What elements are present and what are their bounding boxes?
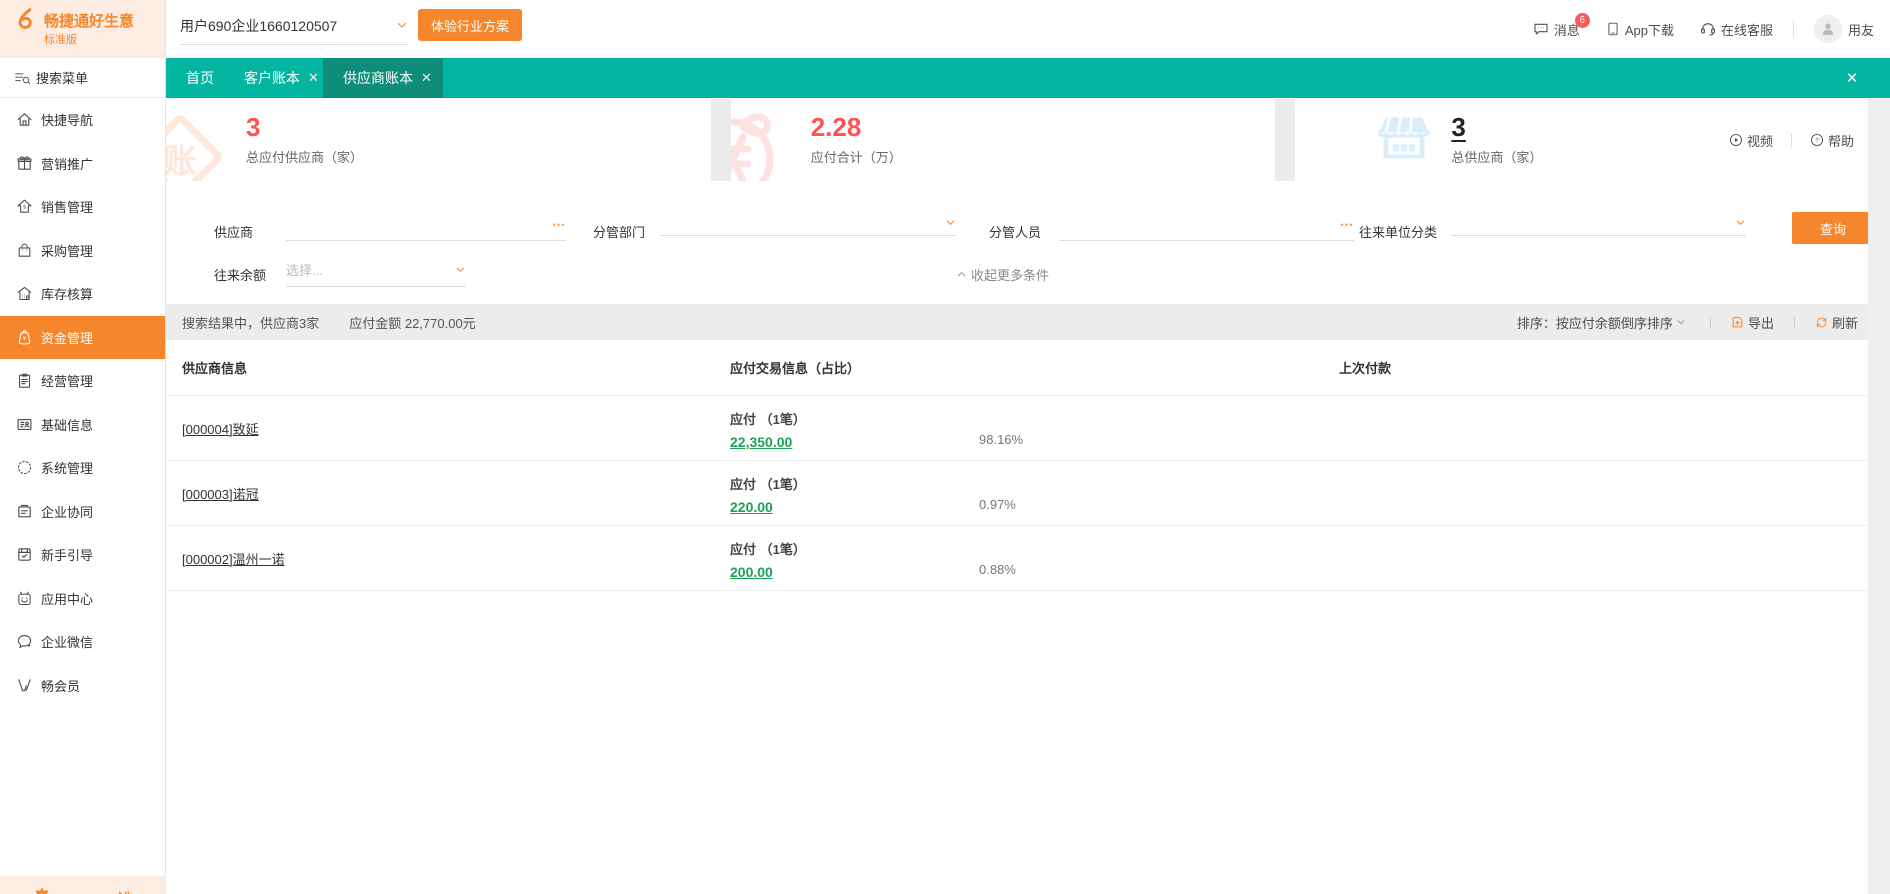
svg-text:账: 账 xyxy=(166,143,197,181)
svg-text:$: $ xyxy=(23,205,26,211)
svg-text:?: ? xyxy=(1815,137,1819,144)
svg-text:¥: ¥ xyxy=(23,336,26,342)
